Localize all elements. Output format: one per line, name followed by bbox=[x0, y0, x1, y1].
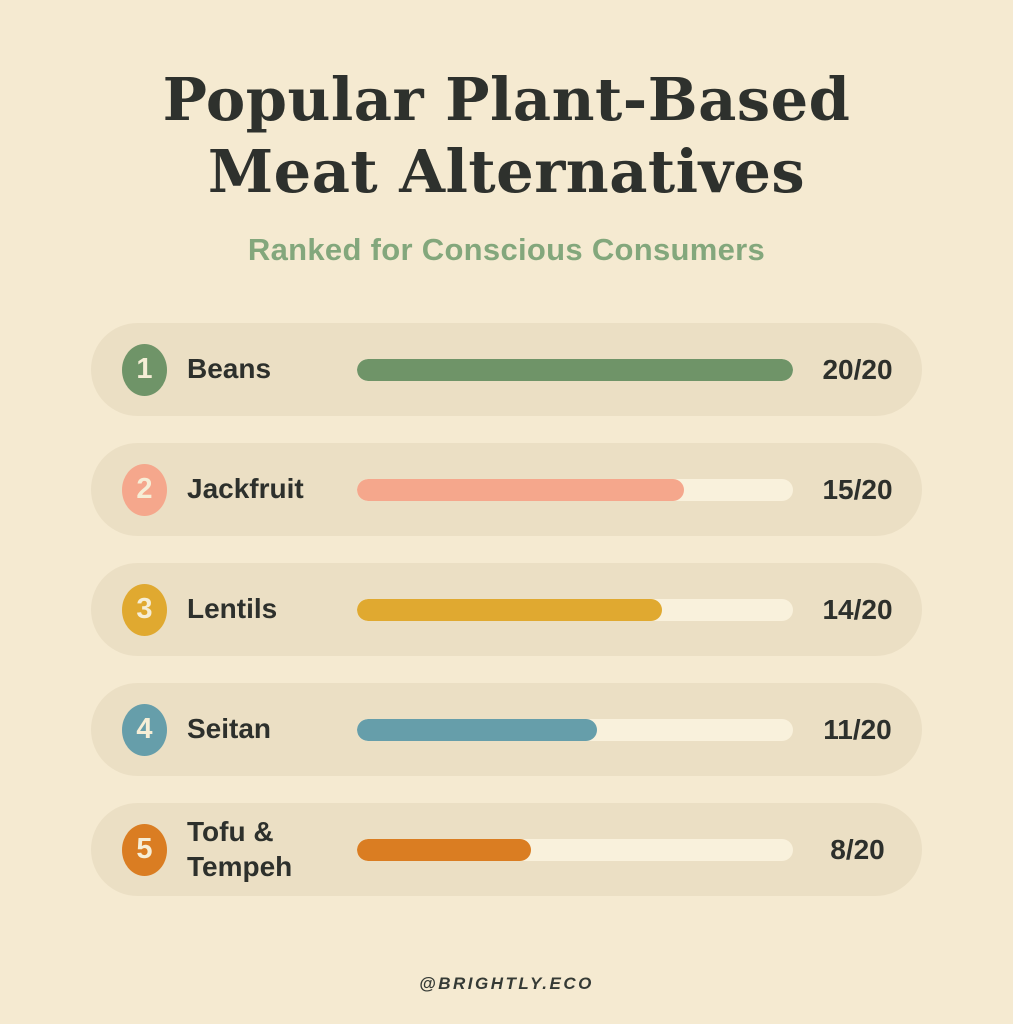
page-subtitle: Ranked for Conscious Consumers bbox=[247, 231, 766, 267]
page-title: Popular Plant-Based Meat Alternatives bbox=[0, 0, 1013, 208]
score-bar-track bbox=[357, 718, 793, 741]
page-title-line1: Popular Plant-Based bbox=[162, 65, 851, 134]
item-label: Jackfruit bbox=[187, 473, 304, 505]
score-value: 14/20 bbox=[822, 593, 893, 625]
item-label: Beans bbox=[187, 353, 272, 385]
ranking-row: 3 Lentils 14/20 bbox=[91, 563, 922, 656]
score-bar-fill bbox=[357, 358, 793, 381]
ranking-row: 4 Seitan 11/20 bbox=[91, 683, 922, 776]
score-bar-track bbox=[357, 358, 793, 381]
rank-badge: 4 bbox=[122, 703, 167, 756]
ranking-list: 1 Beans 20/20 2 Jackfruit 15/20 3 Lentils 14/20 4… bbox=[91, 323, 922, 923]
score-bar-fill bbox=[357, 838, 532, 861]
item-label: Lentils bbox=[187, 593, 278, 625]
item-label: Seitan bbox=[187, 713, 272, 745]
score-value: 8/20 bbox=[830, 833, 885, 865]
page-title-line2: Meat Alternatives bbox=[207, 136, 806, 206]
score-bar-fill bbox=[357, 598, 663, 621]
score-value: 11/20 bbox=[823, 713, 892, 745]
footer-credit: @BRIGHTLY.ECO bbox=[419, 974, 594, 993]
score-bar-fill bbox=[357, 478, 684, 501]
score-value: 20/20 bbox=[822, 353, 893, 385]
score-value: 15/20 bbox=[822, 473, 893, 505]
ranking-row: 5 Tofu & Tempeh 8/20 bbox=[91, 803, 922, 896]
ranking-row: 1 Beans 20/20 bbox=[91, 323, 922, 416]
score-bar-track bbox=[357, 478, 793, 501]
item-label: Tofu & Tempeh bbox=[187, 816, 293, 882]
rank-badge: 1 bbox=[122, 343, 167, 396]
score-bar-fill bbox=[357, 718, 597, 741]
rank-badge: 5 bbox=[122, 823, 167, 876]
ranking-row: 2 Jackfruit 15/20 bbox=[91, 443, 922, 536]
rank-badge: 2 bbox=[122, 463, 167, 516]
rank-badge: 3 bbox=[122, 583, 167, 636]
score-bar-track bbox=[357, 598, 793, 621]
score-bar-track bbox=[357, 838, 793, 861]
